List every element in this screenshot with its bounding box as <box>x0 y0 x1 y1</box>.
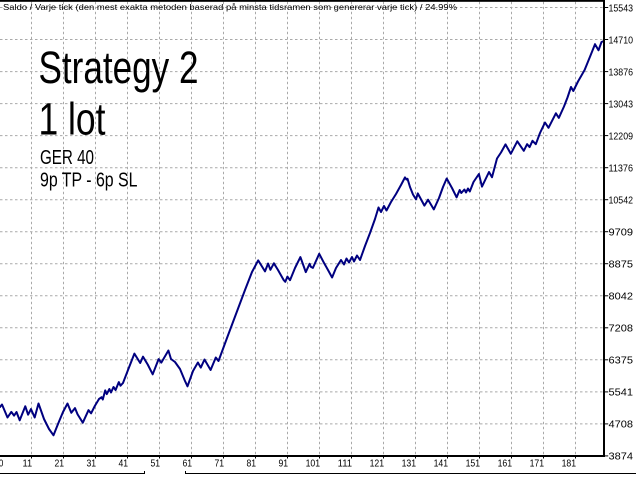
svg-text:7208: 7208 <box>609 323 634 335</box>
svg-text:8875: 8875 <box>609 259 634 271</box>
svg-text:161: 161 <box>498 457 513 469</box>
svg-text:6375: 6375 <box>609 355 634 367</box>
svg-text:13876: 13876 <box>609 66 634 78</box>
svg-text:9p TP - 6p SL: 9p TP - 6p SL <box>40 169 138 191</box>
svg-text:0: 0 <box>0 457 3 469</box>
svg-text:13043: 13043 <box>609 98 634 110</box>
svg-text:71: 71 <box>215 457 225 469</box>
svg-text:81: 81 <box>247 457 257 469</box>
svg-text:141: 141 <box>434 457 449 469</box>
svg-text:181: 181 <box>562 457 577 469</box>
svg-text:Strategy 2: Strategy 2 <box>39 42 199 93</box>
svg-text:12209: 12209 <box>609 130 634 142</box>
svg-text:14710: 14710 <box>609 34 634 46</box>
svg-text:3874: 3874 <box>609 451 634 463</box>
svg-text:11376: 11376 <box>609 163 634 175</box>
svg-text:9709: 9709 <box>609 227 634 239</box>
svg-text:171: 171 <box>530 457 545 469</box>
svg-text:5541: 5541 <box>609 387 634 399</box>
svg-text:41: 41 <box>119 457 129 469</box>
svg-text:61: 61 <box>183 457 193 469</box>
svg-text:21: 21 <box>55 457 65 469</box>
svg-text:8042: 8042 <box>609 291 634 303</box>
svg-text:111: 111 <box>338 457 353 469</box>
svg-text:151: 151 <box>466 457 481 469</box>
svg-text:101: 101 <box>306 457 321 469</box>
svg-text:GER 40: GER 40 <box>40 147 94 169</box>
svg-text:10542: 10542 <box>609 195 634 207</box>
svg-text:131: 131 <box>402 457 417 469</box>
svg-text:Saldo / Varje tick (den mest e: Saldo / Varje tick (den mest exakta meto… <box>3 3 457 12</box>
svg-text:31: 31 <box>87 457 97 469</box>
svg-text:15543: 15543 <box>609 2 634 14</box>
svg-text:121: 121 <box>370 457 385 469</box>
svg-text:11: 11 <box>23 457 33 469</box>
svg-text:51: 51 <box>151 457 161 469</box>
svg-text:91: 91 <box>279 457 289 469</box>
svg-text:1 lot: 1 lot <box>39 94 106 145</box>
svg-text:4708: 4708 <box>609 419 634 431</box>
